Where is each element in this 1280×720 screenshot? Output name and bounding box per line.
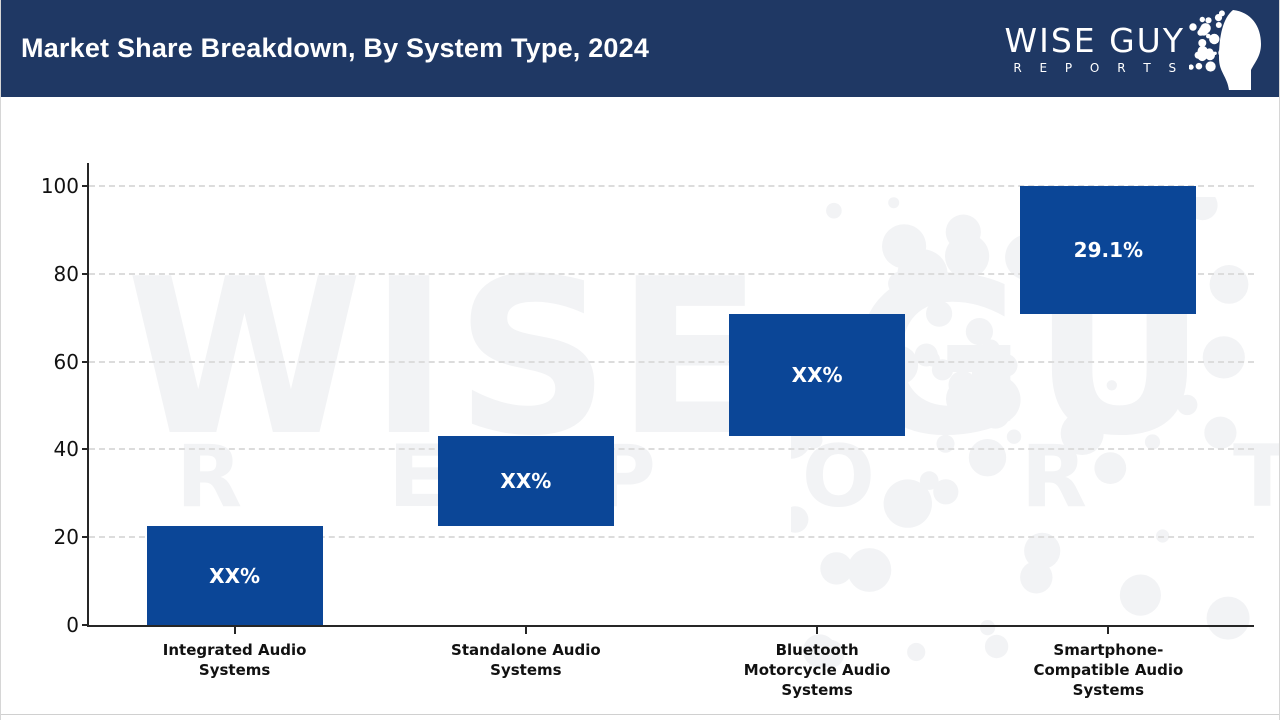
gridline-20 bbox=[89, 536, 1254, 539]
y-tick-label: 20 bbox=[53, 525, 79, 550]
gridline-100 bbox=[89, 185, 1254, 187]
x-category-label: Smartphone- Compatible Audio Systems bbox=[1033, 641, 1184, 699]
x-tick-mark bbox=[816, 627, 819, 634]
gridline-60 bbox=[89, 360, 1254, 363]
x-tick-mark bbox=[524, 627, 527, 634]
y-tick-label: 60 bbox=[53, 349, 79, 374]
plot-area: WISE GU R E P O R T 0 20 40 60 80 100 XX% Integ… bbox=[1, 97, 1279, 715]
brand-logo-text: WISE GUY R E P O R T S bbox=[1004, 24, 1185, 74]
y-tick-mark bbox=[82, 360, 89, 363]
brand-subtitle: R E P O R T S bbox=[1013, 60, 1184, 75]
y-tick-mark bbox=[82, 448, 89, 451]
x-category-label: Integrated Audio Systems bbox=[162, 641, 307, 679]
page-title: Market Share Breakdown, By System Type, … bbox=[21, 33, 650, 63]
brand-logo: WISE GUY R E P O R T S bbox=[1004, 6, 1263, 92]
chart-layer: 0 20 40 60 80 100 XX% Integrated Audio Systems X… bbox=[1, 97, 1279, 714]
x-axis-line bbox=[87, 625, 1254, 627]
x-tick-mark bbox=[1107, 627, 1110, 634]
x-category-label: Standalone Audio Systems bbox=[451, 641, 601, 679]
bar-segment[interactable]: XX% bbox=[729, 313, 906, 437]
bar-segment[interactable]: 29.1% bbox=[1020, 186, 1197, 314]
x-tick-mark bbox=[233, 627, 236, 634]
bar-value-label: 29.1% bbox=[1073, 237, 1144, 262]
bar-segment[interactable]: XX% bbox=[437, 436, 614, 527]
brand-name: WISE GUY bbox=[1004, 20, 1185, 60]
bar-value-label: XX% bbox=[500, 469, 552, 494]
gridline-80 bbox=[89, 272, 1254, 275]
y-axis-line bbox=[87, 163, 89, 627]
bar-value-label: XX% bbox=[791, 362, 843, 387]
y-tick-label: 40 bbox=[53, 437, 79, 462]
wise-guy-head-icon bbox=[1189, 9, 1261, 90]
gridline-40 bbox=[89, 448, 1254, 451]
bar-value-label: XX% bbox=[209, 563, 261, 588]
y-tick-label: 0 bbox=[66, 613, 79, 637]
bar-segment[interactable]: XX% bbox=[146, 526, 323, 625]
y-tick-mark bbox=[82, 185, 89, 187]
watermark-dots-pattern bbox=[791, 197, 1250, 667]
y-tick-mark bbox=[82, 272, 89, 275]
y-tick-label: 100 bbox=[40, 174, 79, 198]
y-tick-mark bbox=[82, 536, 89, 539]
header: Market Share Breakdown, By System Type, … bbox=[1, 0, 1279, 97]
x-category-label: Bluetooth Motorcycle Audio Systems bbox=[743, 641, 891, 699]
y-tick-label: 80 bbox=[53, 261, 79, 286]
y-tick-mark bbox=[82, 624, 89, 626]
